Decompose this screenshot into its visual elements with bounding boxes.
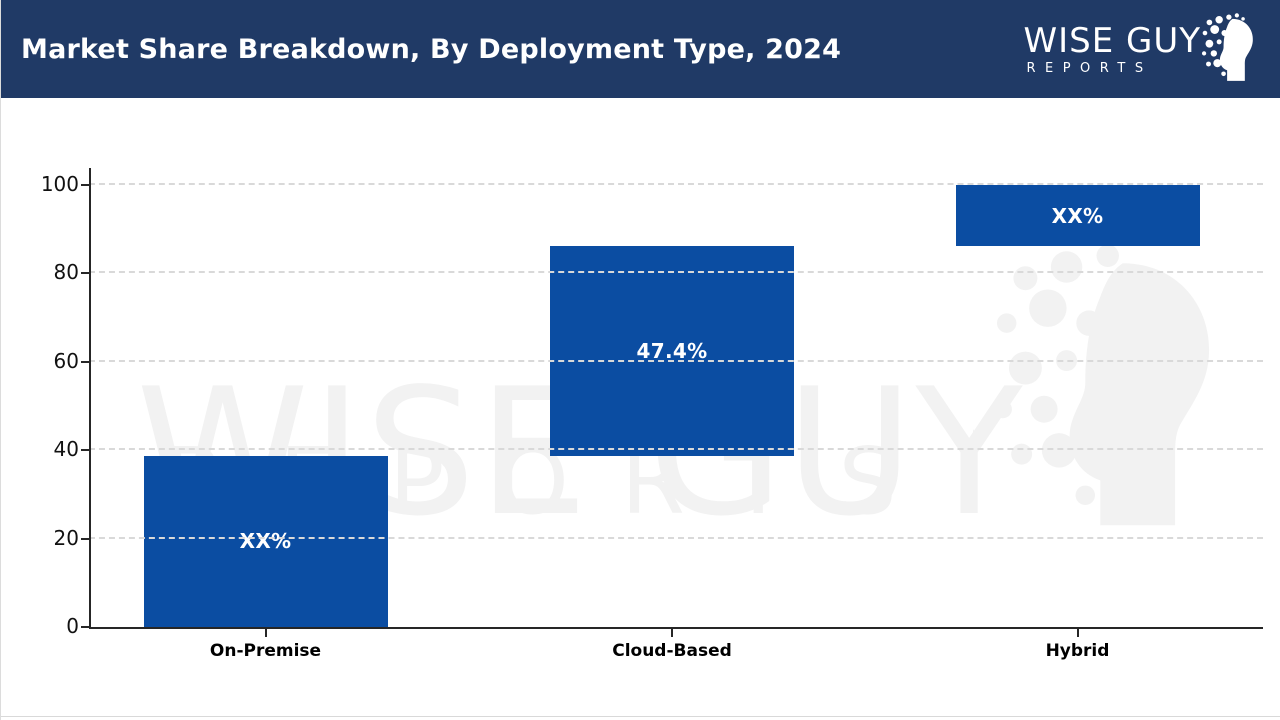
page-title: Market Share Breakdown, By Deployment Ty…	[21, 33, 842, 65]
x-tick-mark	[264, 629, 267, 637]
watermark-head-icon	[973, 244, 1210, 526]
x-tick-mark	[1076, 629, 1079, 637]
y-tick-mark	[81, 360, 89, 363]
bar-value-label: 47.4%	[636, 338, 708, 363]
x-category-label-on-premise: On-Premise	[209, 641, 322, 661]
y-tick-mark	[81, 272, 89, 275]
header-bar: Market Share Breakdown, By Deployment Ty…	[1, 0, 1280, 98]
gridline-100	[89, 183, 1263, 185]
plot-area: XX% 47.4% XX%	[89, 168, 1263, 629]
bar-hybrid: XX%	[955, 185, 1200, 246]
x-tick-mark	[671, 629, 673, 637]
logo-subtitle: REPORTS	[1026, 60, 1153, 76]
y-tick-mark	[81, 449, 89, 452]
y-tick-label-100: 100	[40, 172, 79, 197]
y-tick-mark	[81, 184, 89, 186]
gridline-60	[89, 359, 1263, 362]
wiseguy-head-icon	[1201, 13, 1253, 81]
bar-on-premise: XX%	[143, 455, 388, 627]
bottom-hairline	[1, 716, 1280, 717]
bar-cloud-based: 47.4%	[550, 246, 794, 456]
gridline-40	[89, 448, 1263, 451]
wiseguy-logo: WISE GUY REPORTS	[1023, 13, 1259, 85]
y-axis-spine	[89, 168, 91, 627]
gridline-80	[89, 271, 1263, 274]
bar-value-label: XX%	[1051, 203, 1104, 228]
y-tick-mark	[81, 626, 89, 628]
x-axis-spine	[89, 627, 1263, 629]
y-tick-mark	[81, 537, 89, 540]
y-tick-label-0: 0	[66, 614, 79, 639]
bar-value-label: XX%	[239, 529, 292, 554]
y-tick-label-40: 40	[53, 437, 79, 462]
gridline-20	[89, 536, 1263, 539]
wiseguy-logo-text: WISE GUY REPORTS	[1023, 24, 1201, 75]
logo-wordmark: WISE GUY	[1023, 20, 1201, 61]
x-category-label-hybrid: Hybrid	[1045, 641, 1110, 661]
x-category-label-cloud-based: Cloud-Based	[612, 641, 732, 661]
chart-area: WISE GUY REPORTS XX% 47.4% XX% 0 20 40 60 80 10…	[1, 98, 1280, 720]
y-tick-label-20: 20	[53, 525, 79, 550]
y-tick-label-80: 80	[53, 260, 79, 285]
y-tick-label-60: 60	[53, 348, 79, 373]
